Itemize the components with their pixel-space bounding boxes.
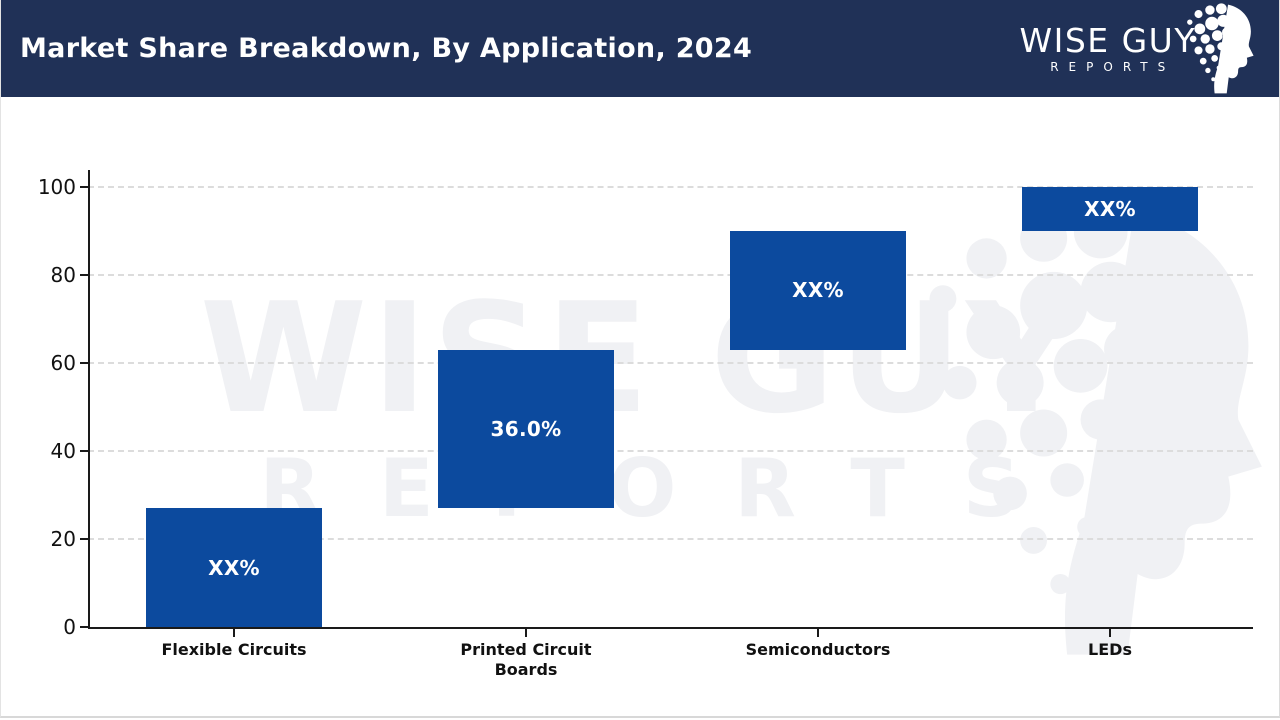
grid-line (88, 186, 1253, 188)
header-bar: Market Share Breakdown, By Application, … (0, 0, 1280, 97)
grid-line (88, 450, 1253, 452)
y-axis-tick (80, 274, 88, 276)
y-tick-label: 20 (50, 527, 76, 551)
logo-text: WISE GUY REPORTS (1019, 24, 1196, 73)
y-tick-label: 100 (37, 175, 76, 199)
y-axis-tick (80, 450, 88, 452)
bar-value-label: XX% (208, 555, 260, 580)
bar-value-label: XX% (1084, 197, 1136, 221)
x-tick-label: LEDs (1088, 640, 1132, 659)
y-axis-tick (80, 626, 88, 628)
y-tick-label: 0 (63, 615, 76, 639)
x-axis-tick (525, 629, 527, 637)
bar-value-label: 36.0% (490, 416, 562, 441)
grid-line (88, 538, 1253, 540)
page-title: Market Share Breakdown, By Application, … (20, 33, 753, 64)
y-tick-label: 40 (50, 439, 76, 463)
bar-segment: XX% (1022, 187, 1198, 231)
bar-segment: XX% (146, 508, 322, 627)
y-axis-line (88, 170, 90, 629)
x-tick-label: Flexible Circuits (161, 640, 307, 659)
x-tick-label: Semiconductors (745, 640, 891, 659)
logo-subtitle: REPORTS (1050, 60, 1176, 74)
y-axis-tick (80, 538, 88, 540)
wise-guy-logo: WISE GUY REPORTS (1019, 0, 1270, 97)
x-axis-tick (233, 629, 235, 637)
grid-line (88, 274, 1253, 276)
logo-wordmark: WISE GUY (1019, 21, 1196, 60)
y-tick-label: 60 (50, 351, 76, 375)
y-axis-tick (80, 362, 88, 364)
bar-segment: 36.0% (438, 349, 614, 509)
dotted-head-profile-icon (1170, 2, 1270, 96)
y-tick-label: 80 (50, 263, 76, 287)
bar-value-label: XX% (792, 278, 844, 303)
x-axis-tick (817, 629, 819, 637)
x-tick-label: Printed Circuit Boards (460, 640, 592, 679)
grid-line (88, 362, 1253, 364)
x-axis-line (88, 627, 1253, 629)
y-axis-tick (80, 186, 88, 188)
x-axis-tick (1109, 629, 1111, 637)
bar-segment: XX% (730, 231, 906, 350)
